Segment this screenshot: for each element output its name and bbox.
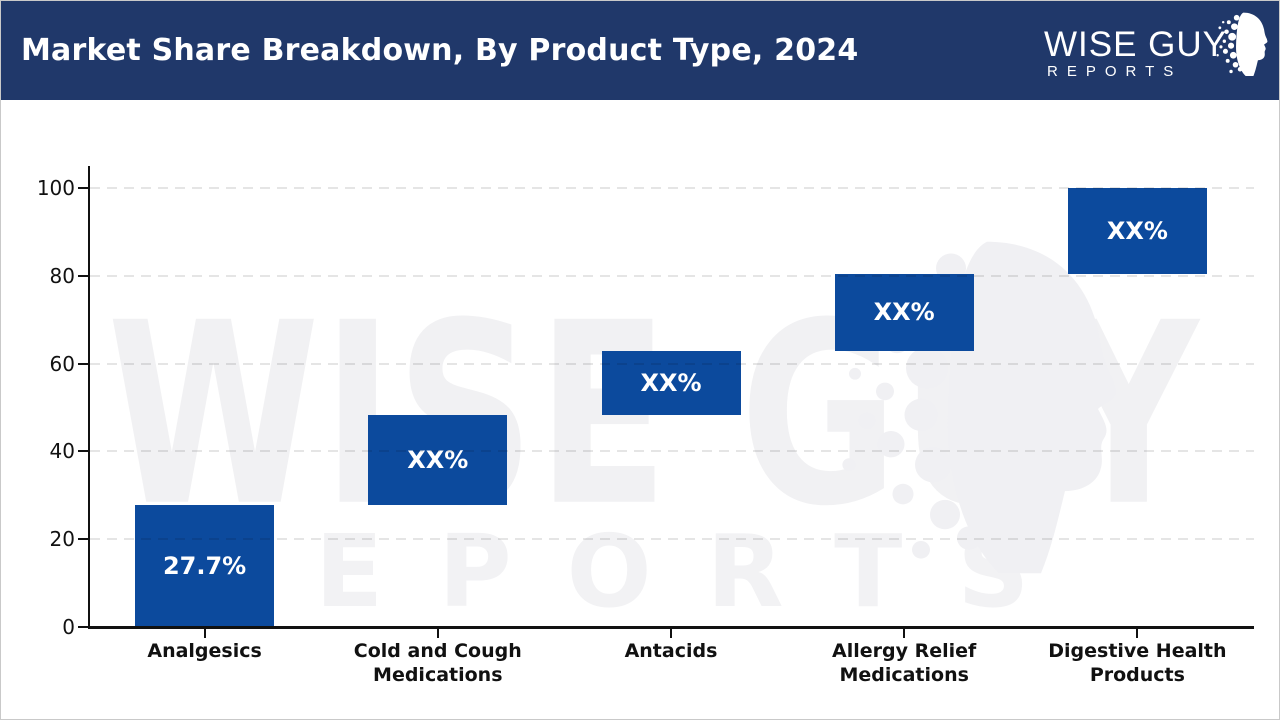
bar-segment: XX% (368, 414, 508, 506)
y-tick-label: 20 (49, 527, 75, 552)
wiseguy-logo: WISE GUY REPORTS (1044, 12, 1268, 80)
bar-value-label: XX% (1106, 216, 1168, 245)
page-title: Market Share Breakdown, By Product Type,… (21, 33, 859, 68)
bar-value-label: XX% (873, 298, 935, 327)
watermark-subtext: REPORTS (183, 513, 1085, 630)
y-tick-label: 0 (62, 615, 75, 639)
y-axis-tick (78, 362, 88, 365)
x-axis-tick (436, 629, 439, 638)
logo-wordmark: WISE GUY (1044, 25, 1227, 64)
x-axis-tick (903, 629, 906, 638)
y-tick-label: 100 (36, 176, 75, 200)
y-axis-tick (78, 274, 88, 277)
bar-segment: XX% (1067, 188, 1207, 274)
y-axis-tick (78, 187, 88, 189)
logo-subtext: REPORTS (1047, 63, 1182, 80)
category-label: Analgesics (147, 640, 262, 662)
category-label: Digestive Health Products (1048, 640, 1227, 686)
x-axis-tick (1136, 629, 1139, 638)
category-label: Antacids (624, 640, 718, 662)
y-tick-label: 60 (49, 351, 75, 376)
category-label: Allergy Relief Medications (832, 640, 977, 686)
y-axis-spine (88, 166, 90, 629)
category-label: Cold and Cough Medications (353, 640, 522, 686)
x-axis-tick (670, 629, 672, 638)
waterfall-chart: 0 20 40 60 80 100 27.7% Analgesics XX% Cold and C… (1, 100, 1279, 719)
y-tick-label: 80 (49, 263, 75, 288)
y-axis-tick (78, 626, 88, 628)
bar-value-label: XX% (407, 445, 469, 474)
x-axis-tick (203, 629, 206, 638)
header-banner: Market Share Breakdown, By Product Type,… (1, 1, 1279, 100)
bar-value-label: XX% (640, 368, 702, 397)
bar-value-label: 27.7% (162, 552, 247, 581)
bar-segment: 27.7% (135, 505, 275, 627)
bar-segment: XX% (834, 273, 974, 352)
x-axis-spine (88, 626, 1254, 629)
bar-segment: XX% (601, 351, 741, 415)
y-axis-tick (78, 450, 88, 453)
y-axis-tick (78, 538, 88, 541)
y-tick-label: 40 (49, 439, 75, 464)
